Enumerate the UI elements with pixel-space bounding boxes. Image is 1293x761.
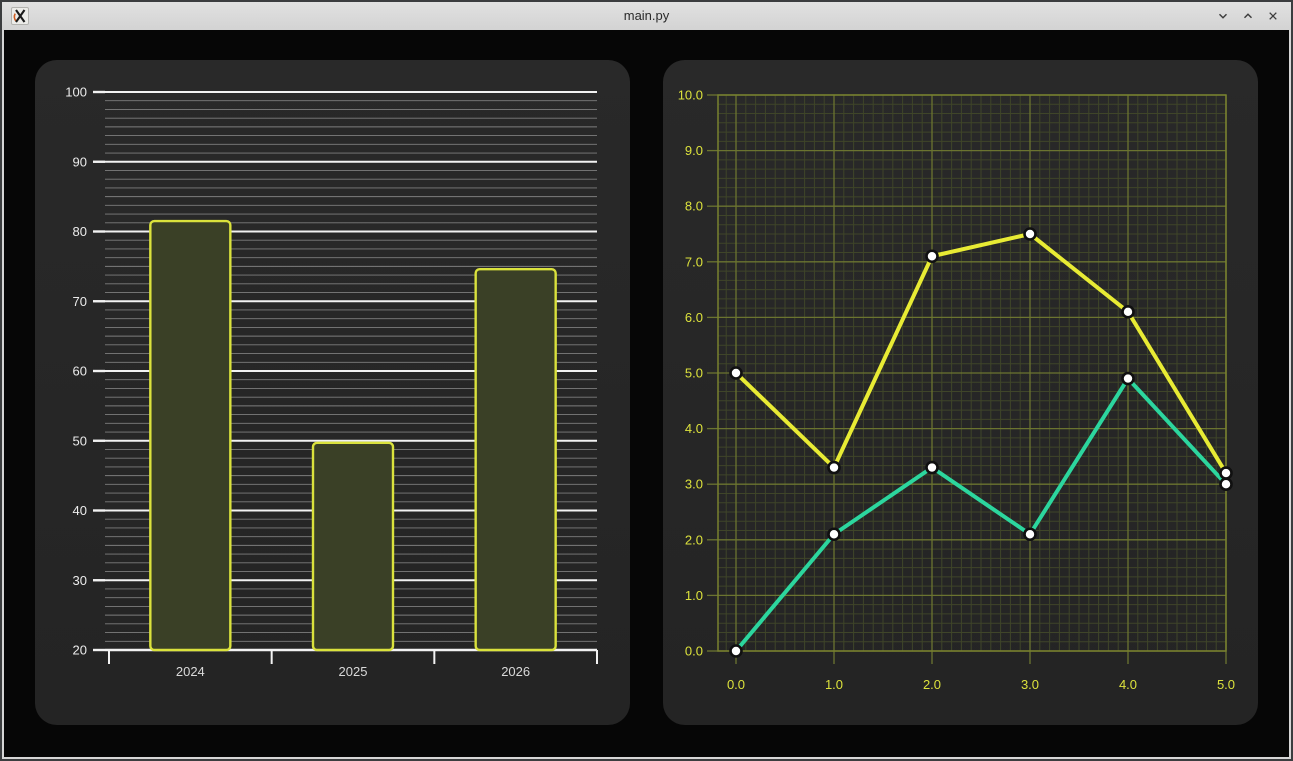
marker-yellow	[925, 249, 939, 264]
marker-yellow	[729, 366, 743, 380]
bar-chart: 20 30 40 50 60 70 80 90 100 2024 2025 2026	[65, 85, 598, 679]
line-chart-panel: 0.0 1.0 2.0 3.0 4.0 5.0 6.0 7.0 8.0 9.0 10.0 0.0 1.0…	[663, 60, 1258, 725]
window-title: main.py	[623, 8, 670, 23]
y-tick-label: 8.0	[685, 199, 703, 214]
y-tick-label: 70	[73, 294, 87, 309]
y-tick-label: 80	[73, 224, 87, 239]
y-tick-label: 40	[73, 503, 87, 518]
y-tick-label: 2.0	[685, 532, 703, 547]
series-line-green	[734, 376, 1228, 653]
x-tick-label: 5.0	[1217, 677, 1235, 692]
x-tick-label: 3.0	[1021, 677, 1039, 692]
y-tick-label: 1.0	[685, 588, 703, 603]
marker-green	[1219, 477, 1233, 492]
xorg-icon[interactable]	[11, 7, 29, 25]
y-tick-label: 100	[65, 85, 87, 100]
y-tick-label: 50	[73, 433, 87, 448]
close-button[interactable]	[1265, 8, 1281, 24]
y-tick-label: 60	[73, 364, 87, 379]
x-tick-label: 2.0	[923, 677, 941, 692]
marker-green	[1121, 371, 1135, 386]
bar-2026	[474, 267, 557, 652]
x-category-label: 2026	[501, 664, 530, 679]
marker-green	[827, 527, 841, 542]
y-tick-label: 20	[73, 643, 87, 658]
y-tick-label: 9.0	[685, 143, 703, 158]
y-tick-label: 3.0	[685, 477, 703, 492]
minimize-button[interactable]	[1215, 8, 1231, 24]
x-tick-label: 0.0	[727, 677, 745, 692]
marker-yellow	[1121, 305, 1135, 319]
y-tick-label: 6.0	[685, 310, 703, 325]
y-tick-label: 30	[73, 573, 87, 588]
close-icon	[1269, 12, 1277, 20]
marker-green	[1023, 527, 1037, 542]
bar-chart-panel: 20 30 40 50 60 70 80 90 100 2024 2025 2026	[35, 60, 630, 725]
series-line-yellow	[734, 232, 1228, 476]
y-tick-label: 7.0	[685, 254, 703, 269]
plot-border	[717, 94, 1227, 652]
content-area: 20 30 40 50 60 70 80 90 100 2024 2025 2026 0.0 1.0 2.…	[2, 30, 1291, 759]
y-tick-label: 10.0	[678, 88, 703, 103]
bar-2024	[149, 219, 232, 652]
xorg-icon-glyph	[13, 9, 26, 23]
x-tick-label: 1.0	[825, 677, 843, 692]
marker-green	[925, 460, 939, 475]
marker-yellow	[827, 460, 841, 475]
y-tick-label: 90	[73, 154, 87, 169]
marker-green	[729, 644, 743, 658]
y-tick-label: 5.0	[685, 366, 703, 381]
titlebar[interactable]: main.py	[2, 2, 1291, 30]
chevron-up-icon	[1243, 13, 1253, 19]
x-tick-label: 4.0	[1119, 677, 1137, 692]
maximize-button[interactable]	[1240, 8, 1256, 24]
line-chart: 0.0 1.0 2.0 3.0 4.0 5.0 6.0 7.0 8.0 9.0 10.0 0.0 1.0…	[678, 88, 1235, 693]
x-category-label: 2024	[176, 664, 205, 679]
chevron-down-icon	[1218, 13, 1228, 19]
bar-2025	[311, 441, 395, 652]
y-tick-label: 4.0	[685, 421, 703, 436]
y-tick-label: 0.0	[685, 644, 703, 659]
x-category-label: 2025	[339, 664, 368, 679]
window-controls	[1215, 2, 1281, 30]
marker-yellow	[1219, 466, 1233, 480]
marker-yellow	[1023, 227, 1037, 241]
